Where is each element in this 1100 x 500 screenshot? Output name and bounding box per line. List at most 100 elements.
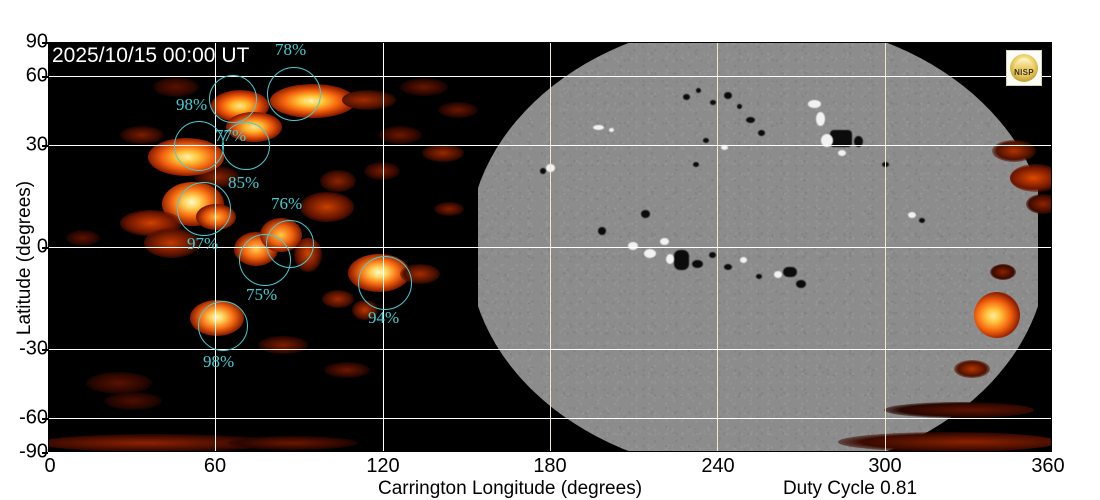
heat-blob	[838, 432, 1052, 452]
x-tick-label: 0	[44, 455, 56, 477]
magnetic-spot	[830, 130, 852, 147]
heat-blob	[228, 436, 358, 450]
detection-circle[interactable]	[174, 121, 224, 171]
y-tick-mark	[42, 145, 48, 147]
y-tick-label: -30	[19, 337, 48, 360]
heat-blob	[258, 336, 308, 354]
detection-label: 78%	[275, 42, 307, 59]
magnetic-spot	[746, 117, 755, 123]
heat-blob	[422, 144, 464, 162]
magnetic-spot	[783, 267, 797, 277]
heat-blob	[322, 290, 354, 308]
heat-blob	[434, 202, 464, 216]
magnetic-spot	[796, 280, 806, 288]
nisp-logo-text: NISP	[1014, 68, 1034, 77]
magnetic-spot	[693, 162, 699, 167]
y-tick-mark	[42, 452, 48, 454]
heat-blob	[66, 230, 100, 246]
detection-label: 98%	[176, 95, 208, 114]
magnetic-spot	[908, 212, 916, 218]
detection-circle[interactable]	[267, 67, 321, 121]
heat-blob	[1010, 164, 1052, 192]
gridline-lat-0	[48, 247, 1052, 248]
detection-circle[interactable]	[177, 182, 231, 236]
magnetic-spot	[641, 210, 650, 218]
heat-blob	[400, 78, 448, 96]
magnetic-spot	[808, 100, 821, 108]
magnetic-spot	[919, 218, 925, 223]
y-axis-title: Latitude (degrees)	[14, 180, 35, 336]
detection-circle[interactable]	[222, 122, 270, 170]
magnetic-spot	[692, 260, 703, 268]
heat-blob	[378, 126, 422, 144]
magnetic-spot	[598, 227, 606, 235]
detection-circle[interactable]	[239, 234, 291, 286]
magnetic-spot	[737, 104, 742, 109]
x-axis-title: Carrington Longitude (degrees)	[377, 478, 643, 499]
magnetic-spot	[854, 136, 863, 147]
detection-circle[interactable]	[198, 301, 248, 351]
y-tick-mark	[42, 418, 48, 420]
magnetic-spot	[660, 238, 669, 245]
magnetic-spot	[666, 254, 674, 264]
heat-blob	[300, 192, 354, 222]
detection-circle[interactable]	[209, 75, 257, 123]
heat-blob	[86, 372, 152, 394]
timestamp-label: 2025/10/15 00:00 UT	[52, 44, 250, 67]
heat-blob	[438, 102, 478, 118]
magnetic-spot	[593, 125, 604, 130]
y-tick-mark	[42, 42, 48, 44]
x-tick-label: 360	[1031, 455, 1065, 477]
magnetic-spot	[710, 100, 716, 105]
x-tick-label: 60	[203, 455, 227, 477]
magnetic-spot	[709, 252, 716, 258]
y-tick-label: 60	[25, 64, 48, 87]
magnetic-spot	[721, 145, 728, 150]
detection-label: 85%	[228, 173, 260, 192]
detection-label: 94%	[368, 308, 400, 327]
magnetic-spot	[838, 150, 846, 156]
magnetic-spot	[758, 130, 765, 136]
heat-blob	[954, 360, 990, 378]
heat-blob	[120, 126, 164, 144]
magnetic-spot	[703, 138, 709, 143]
heat-blob	[1026, 194, 1052, 214]
heat-blob	[324, 362, 370, 378]
plot-area[interactable]: 78% 77% 85% 98% 97% 76% 75% 94% 98% 2025…	[48, 42, 1052, 452]
magnetic-spot	[540, 168, 546, 174]
gridline-lat-30n	[48, 349, 1052, 350]
detection-circle[interactable]	[358, 256, 412, 310]
magnetic-spot	[644, 249, 656, 258]
magnetic-spot	[816, 112, 825, 126]
magnetic-spot	[683, 94, 690, 100]
heat-blob	[153, 77, 199, 97]
heat-blob	[974, 292, 1020, 338]
heat-blob	[320, 170, 356, 192]
y-tick-mark	[42, 76, 48, 78]
heat-blob	[992, 140, 1036, 162]
magnetic-spot	[821, 134, 833, 147]
magnetic-spot	[740, 257, 747, 263]
heat-blob	[990, 264, 1016, 280]
heat-blob	[48, 434, 278, 452]
detection-label: 98%	[203, 352, 235, 371]
magnetic-spot	[724, 264, 732, 270]
magnetic-spot	[724, 92, 732, 99]
detection-label: 75%	[246, 285, 278, 304]
magnetic-spot	[774, 271, 782, 278]
y-tick-label: 30	[25, 133, 48, 156]
x-tick-label: 300	[868, 455, 902, 477]
heat-blob	[104, 392, 162, 410]
nisp-logo: NISP	[1006, 50, 1042, 86]
gridline-lat-60n	[48, 418, 1052, 419]
y-tick-mark	[42, 349, 48, 351]
gridline-lat-30	[48, 145, 1052, 146]
y-tick-label: -60	[19, 406, 48, 429]
x-tick-label: 240	[701, 455, 735, 477]
magnetic-spot	[696, 88, 701, 93]
y-tick-label: 90	[25, 30, 48, 53]
heat-blob	[884, 402, 1034, 418]
x-tick-label: 120	[366, 455, 400, 477]
detection-label: 76%	[271, 194, 303, 213]
